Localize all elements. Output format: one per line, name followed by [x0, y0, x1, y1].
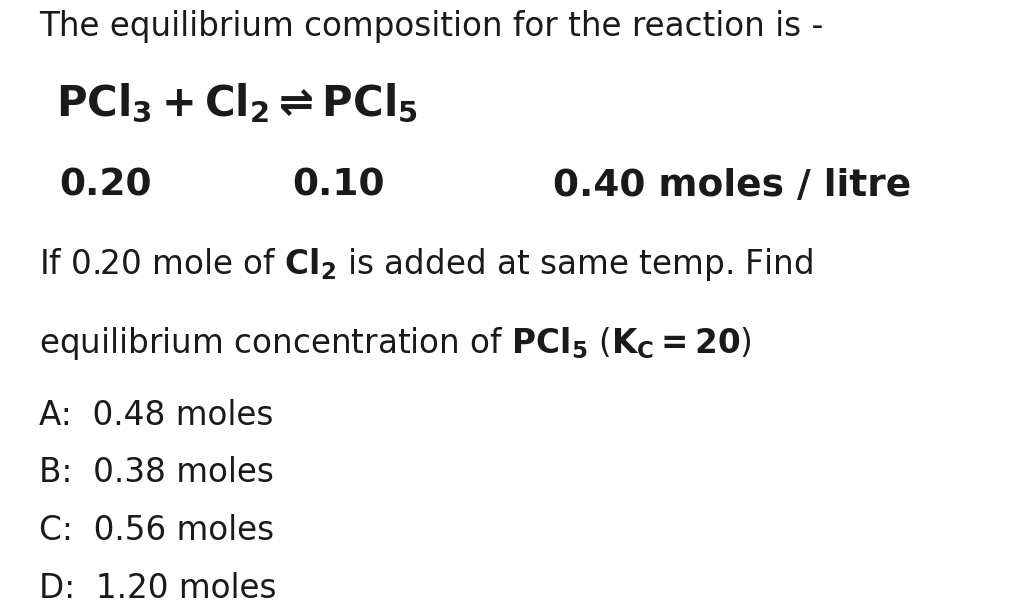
- Text: equilibrium concentration of $\mathbf{PCl_5}$ $\mathbf{\left( K_C = 20 \right)}$: equilibrium concentration of $\mathbf{PC…: [39, 325, 752, 362]
- Text: $\mathbf{PCl_3 + Cl_2 \rightleftharpoons PCl_5}$: $\mathbf{PCl_3 + Cl_2 \rightleftharpoons…: [56, 81, 418, 125]
- Text: D:  1.20 moles: D: 1.20 moles: [39, 572, 276, 605]
- Text: If 0.20 mole of $\mathbf{Cl_2}$ is added at same temp. Find: If 0.20 mole of $\mathbf{Cl_2}$ is added…: [39, 246, 813, 283]
- Text: The equilibrium composition for the reaction is -: The equilibrium composition for the reac…: [39, 10, 823, 43]
- Text: A:  0.48 moles: A: 0.48 moles: [39, 399, 273, 432]
- Text: B:  0.38 moles: B: 0.38 moles: [39, 457, 273, 489]
- Text: C:  0.56 moles: C: 0.56 moles: [39, 514, 274, 547]
- Text: 0.10: 0.10: [292, 168, 384, 204]
- Text: 0.20: 0.20: [59, 168, 152, 204]
- Text: 0.40 moles / litre: 0.40 moles / litre: [553, 168, 911, 204]
